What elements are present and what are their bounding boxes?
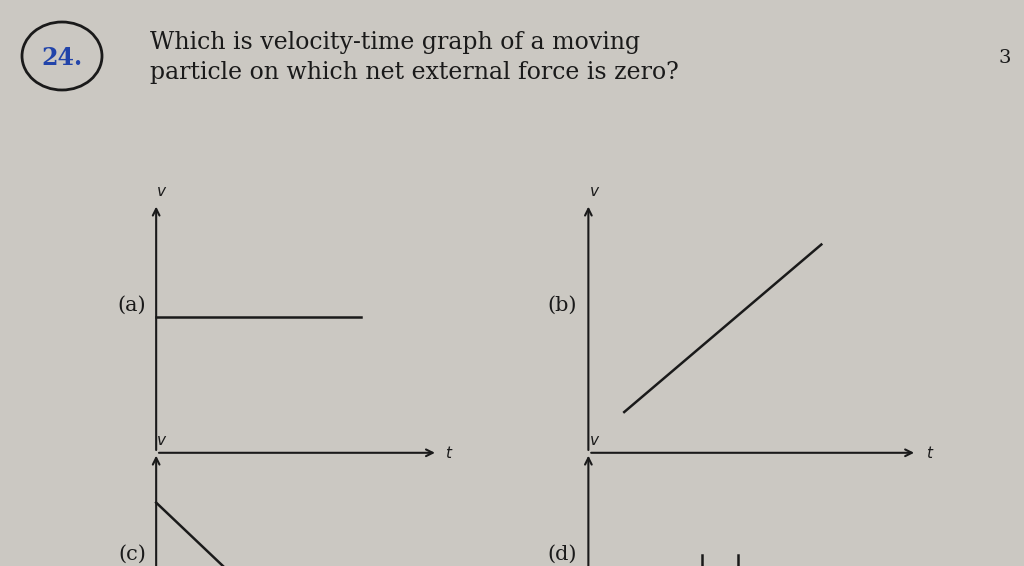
Text: $v$: $v$ [156,434,167,448]
Text: 24.: 24. [41,46,83,70]
Text: $t$: $t$ [445,445,454,461]
Text: $v$: $v$ [589,185,600,199]
Text: (b): (b) [547,296,577,315]
Text: (a): (a) [118,296,146,315]
Text: (c): (c) [118,545,146,564]
Text: (d): (d) [547,545,577,564]
Text: Which is velocity-time graph of a moving: Which is velocity-time graph of a moving [150,32,640,54]
Text: $t$: $t$ [926,445,934,461]
Text: 3: 3 [998,49,1012,67]
Text: $v$: $v$ [589,434,600,448]
Text: $v$: $v$ [156,185,167,199]
Text: particle on which net external force is zero?: particle on which net external force is … [150,62,679,84]
